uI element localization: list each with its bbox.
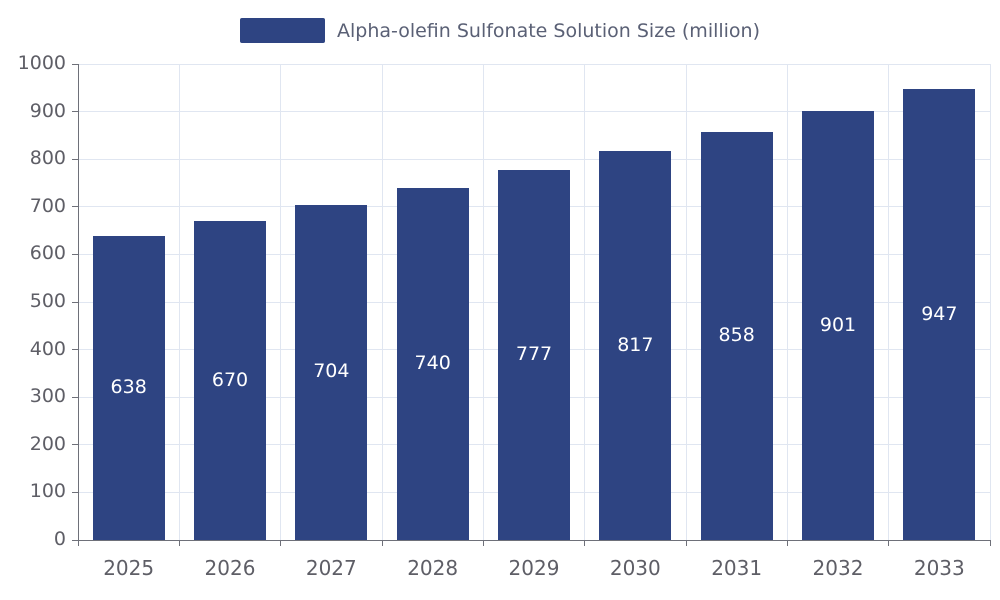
x-axis-label: 2031 [711, 556, 763, 580]
y-axis-label: 500 [29, 290, 66, 312]
y-axis-label: 200 [29, 432, 66, 455]
x-axis-tick [888, 540, 890, 546]
x-gridline [888, 64, 890, 540]
y-axis-tick [72, 539, 78, 541]
bar-value-label: 670 [211, 368, 249, 391]
x-gridline [482, 64, 484, 540]
y-axis-label: 900 [29, 99, 66, 122]
x-gridline [280, 64, 282, 540]
y-axis-label: 700 [29, 194, 66, 217]
bar-value-label: 704 [313, 360, 350, 383]
x-axis-tick [584, 540, 586, 546]
y-axis-label: 300 [29, 385, 66, 408]
bar-2025[interactable] [92, 236, 165, 540]
y-axis-tick [72, 396, 78, 398]
x-gridline [584, 64, 586, 540]
y-axis-label: 800 [29, 147, 66, 170]
bar-2028[interactable] [396, 187, 469, 540]
y-axis-tick [72, 111, 78, 113]
x-axis-label: 2028 [407, 556, 459, 580]
x-gridline [685, 64, 687, 540]
x-axis-tick [786, 540, 788, 546]
x-gridline [381, 64, 383, 540]
bar-2031[interactable] [700, 131, 773, 540]
x-axis-tick [178, 540, 180, 546]
bar-value-label: 777 [515, 343, 553, 366]
x-gridline [786, 64, 788, 540]
y-axis-label: 0 [53, 528, 66, 550]
bar-value-label: 817 [617, 333, 654, 356]
y-axis-tick [72, 158, 78, 160]
y-axis-line [77, 64, 79, 540]
bar-value-label: 740 [414, 351, 451, 374]
bar-2030[interactable] [599, 151, 672, 540]
legend-label[interactable]: Alpha-olefin Sulfonate Solution Size (mi… [336, 19, 761, 42]
y-axis-tick [72, 444, 78, 446]
x-axis-label: 2025 [103, 556, 155, 580]
y-axis-label: 600 [29, 242, 66, 265]
y-axis-tick [72, 349, 78, 351]
x-axis-label: 2030 [609, 556, 661, 580]
x-axis-label: 2029 [508, 556, 560, 580]
bar-2029[interactable] [498, 170, 570, 540]
y-gridline [78, 158, 990, 160]
bar-2033[interactable] [903, 89, 976, 540]
y-axis-label: 400 [29, 337, 66, 360]
x-axis-tick [989, 540, 991, 546]
x-axis-label: 2033 [913, 556, 965, 580]
y-axis-tick [72, 491, 78, 493]
x-axis-tick [381, 540, 383, 546]
x-axis-tick [77, 540, 79, 546]
x-axis-tick [280, 540, 282, 546]
bar-value-label: 638 [110, 376, 147, 399]
x-axis-label: 2027 [305, 556, 357, 580]
x-axis-tick [685, 540, 687, 546]
chart-legend[interactable]: Alpha-olefin Sulfonate Solution Size (mi… [0, 18, 1000, 43]
x-axis-line [78, 539, 990, 541]
y-axis-label: 100 [29, 480, 66, 503]
x-gridline [178, 64, 180, 540]
y-axis-tick [72, 206, 78, 208]
y-gridline [78, 63, 990, 65]
y-axis-label: 1000 [17, 52, 66, 74]
bar-2032[interactable] [802, 111, 874, 540]
y-axis-tick [72, 63, 78, 65]
legend-swatch[interactable] [239, 18, 325, 43]
bar-value-label: 858 [718, 323, 755, 346]
y-axis-tick [72, 301, 78, 303]
x-gridline [989, 64, 991, 540]
x-axis-tick [482, 540, 484, 546]
x-axis-label: 2032 [812, 556, 864, 580]
y-axis-tick [72, 253, 78, 255]
bar-2027[interactable] [295, 204, 368, 540]
y-gridline [78, 111, 990, 113]
x-axis-label: 2026 [204, 556, 256, 580]
bar-value-label: 947 [921, 302, 958, 325]
bar-2026[interactable] [194, 221, 266, 540]
bar-value-label: 901 [819, 313, 857, 336]
